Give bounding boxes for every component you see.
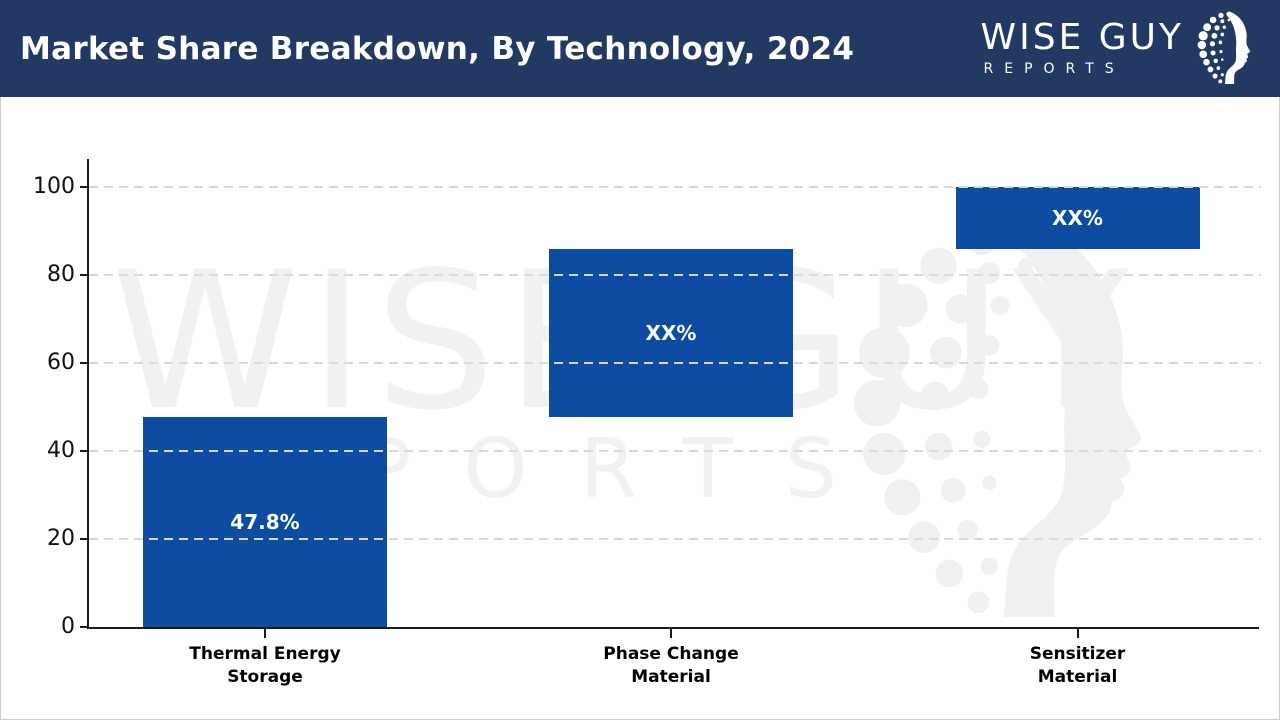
header-bar: Market Share Breakdown, By Technology, 2…: [0, 0, 1280, 97]
x-tick-mark: [264, 629, 266, 638]
chart-region: WISE GUY REPORTS 0 20 40 60 80 100 47.8% Therma…: [0, 97, 1280, 720]
x-tick-mark: [1076, 629, 1079, 638]
brand-logo-text: WISE GUY REPORTS: [980, 17, 1185, 78]
brand-subtitle: REPORTS: [983, 61, 1125, 77]
gridline-80: [89, 274, 1261, 276]
y-tick-mark-20: [80, 538, 88, 540]
y-tick-mark-0: [80, 626, 88, 628]
brand-logo: WISE GUY REPORTS: [981, 10, 1255, 88]
bar-value-label: XX%: [645, 320, 697, 345]
y-tick-mark-40: [80, 450, 88, 452]
gridline-100: [89, 186, 1261, 188]
x-axis-line: [87, 627, 1259, 629]
y-axis-line: [87, 159, 89, 629]
x-category-label: Thermal Energy Storage: [189, 644, 341, 687]
y-tick-label-60: 60: [47, 350, 75, 375]
page-title: Market Share Breakdown, By Technology, 2…: [20, 30, 855, 67]
x-category-label: Sensitizer Material: [1029, 644, 1126, 687]
bar-value-label: XX%: [1052, 205, 1103, 230]
y-tick-label-80: 80: [47, 262, 75, 287]
x-tick-mark: [670, 629, 672, 638]
y-tick-mark-100: [80, 186, 88, 188]
gridline-40: [89, 450, 1261, 452]
brand-name: WISE GUY: [980, 17, 1184, 58]
bar-chart: 0 20 40 60 80 100 47.8% Thermal Energy Storage X…: [1, 97, 1279, 719]
y-tick-label-40: 40: [47, 438, 75, 463]
y-tick-label-0: 0: [61, 614, 75, 639]
y-tick-label-20: 20: [47, 526, 75, 551]
gridline-20: [89, 538, 1261, 540]
y-tick-mark-60: [80, 362, 88, 364]
y-tick-label-100: 100: [33, 174, 75, 199]
bar-segment: [549, 248, 793, 417]
gridline-60: [89, 362, 1261, 364]
bar-value-label: 47.8%: [230, 509, 300, 534]
brand-face-icon: [1188, 10, 1254, 88]
y-tick-mark-80: [80, 274, 88, 276]
x-category-label: Phase Change Material: [603, 644, 739, 687]
